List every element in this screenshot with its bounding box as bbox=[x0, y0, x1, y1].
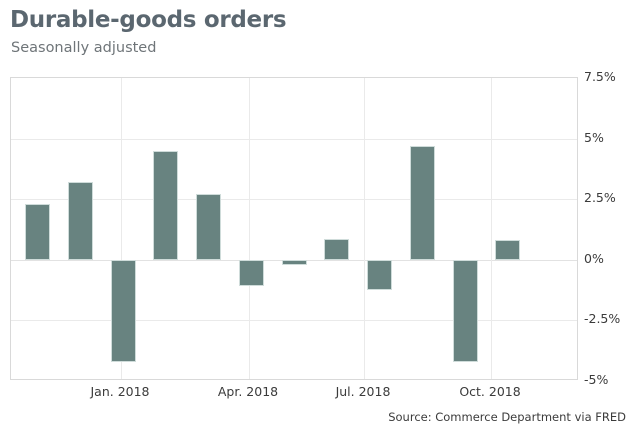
bar bbox=[282, 259, 307, 265]
bar bbox=[153, 150, 178, 260]
gridline-horizontal bbox=[11, 139, 577, 140]
y-axis-tick-label: 5% bbox=[584, 129, 604, 145]
page-title: Durable-goods orders bbox=[10, 7, 287, 33]
bar bbox=[324, 239, 349, 260]
bar bbox=[25, 204, 50, 260]
gridline-vertical bbox=[364, 78, 365, 379]
y-axis-tick-label: 7.5% bbox=[584, 69, 616, 84]
bar bbox=[196, 194, 221, 260]
y-axis-tick-label: 2.5% bbox=[584, 190, 616, 206]
y-axis-tick-label: 0% bbox=[584, 250, 604, 266]
plot-area bbox=[10, 77, 578, 380]
source-note: Source: Commerce Department via FRED bbox=[388, 410, 626, 424]
y-axis-tick-label: -2.5% bbox=[584, 311, 621, 327]
x-axis-tick-label: Oct. 2018 bbox=[459, 384, 521, 399]
gridline-vertical bbox=[249, 78, 250, 379]
bar bbox=[453, 259, 478, 362]
gridline-vertical bbox=[121, 78, 122, 379]
bar bbox=[367, 259, 392, 291]
bar bbox=[410, 145, 435, 260]
gridline-horizontal bbox=[11, 320, 577, 321]
bar bbox=[68, 182, 93, 260]
x-axis-tick-label: Apr. 2018 bbox=[217, 384, 279, 399]
gridline-vertical bbox=[491, 78, 492, 379]
gridline-horizontal bbox=[11, 199, 577, 200]
y-axis-tick-label: -5% bbox=[584, 372, 609, 387]
bar bbox=[239, 259, 264, 287]
x-axis-tick-label: Jan. 2018 bbox=[90, 384, 150, 399]
bar bbox=[495, 240, 520, 260]
x-axis-tick-label: Jul. 2018 bbox=[335, 384, 391, 399]
chart-subtitle: Seasonally adjusted bbox=[11, 40, 157, 56]
bar bbox=[111, 259, 136, 362]
